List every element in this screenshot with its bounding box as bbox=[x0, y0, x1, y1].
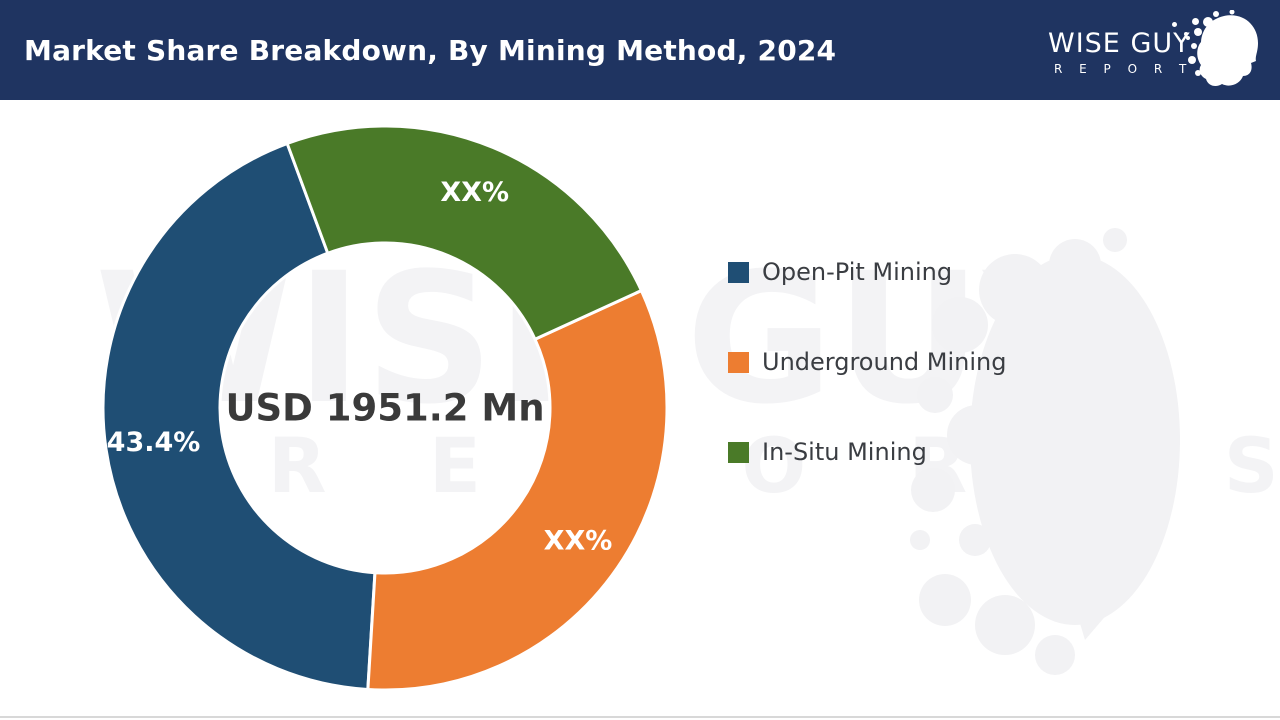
legend-label: Open-Pit Mining bbox=[762, 258, 953, 286]
slice-label: 43.4% bbox=[107, 427, 201, 458]
legend-label: Underground Mining bbox=[762, 348, 1007, 376]
chart-legend: Open-Pit Mining Underground Mining In-Situ… bbox=[728, 257, 1006, 467]
legend-swatch-icon bbox=[728, 441, 749, 463]
donut-slice-in-situ-mining[interactable] bbox=[285, 124, 643, 341]
donut-center-value: USD 1951.2 Mn bbox=[225, 386, 545, 430]
donut-slice-underground-mining[interactable] bbox=[366, 289, 669, 692]
chart-area: WISE GUY R E P O R T S 43.4% XX% XX% USD 1… bbox=[0, 100, 1280, 720]
slice-label: XX% bbox=[544, 525, 613, 556]
logo-dot bbox=[1184, 32, 1188, 36]
donut-chart: 43.4% XX% XX% bbox=[101, 124, 669, 692]
background-watermark-head-icon bbox=[910, 228, 1180, 675]
legend-item-underground-mining[interactable]: Underground Mining bbox=[728, 347, 1006, 377]
page-title: Market Share Breakdown, By Mining Method… bbox=[24, 33, 837, 67]
legend-item-in-situ-mining[interactable]: In-Situ Mining bbox=[728, 437, 1006, 467]
donut-slice-open-pit-mining[interactable] bbox=[101, 141, 377, 691]
logo-subtitle: R E P O R T S bbox=[1054, 62, 1218, 76]
wise-guy-logo: WISE GUY R E P O R T S bbox=[1024, 6, 1264, 94]
logo-wordmark: WISE GUY bbox=[1048, 28, 1191, 59]
logo-head-icon bbox=[1186, 10, 1258, 87]
legend-label: In-Situ Mining bbox=[762, 438, 927, 466]
logo-dot bbox=[1172, 22, 1177, 27]
legend-item-open-pit-mining[interactable]: Open-Pit Mining bbox=[728, 257, 1006, 287]
bottom-divider bbox=[0, 716, 1280, 718]
legend-swatch-icon bbox=[728, 261, 749, 283]
slice-label: XX% bbox=[440, 177, 509, 208]
header-bar: Market Share Breakdown, By Mining Method… bbox=[0, 0, 1280, 100]
logo-dot bbox=[1192, 18, 1199, 25]
legend-swatch-icon bbox=[728, 351, 749, 373]
